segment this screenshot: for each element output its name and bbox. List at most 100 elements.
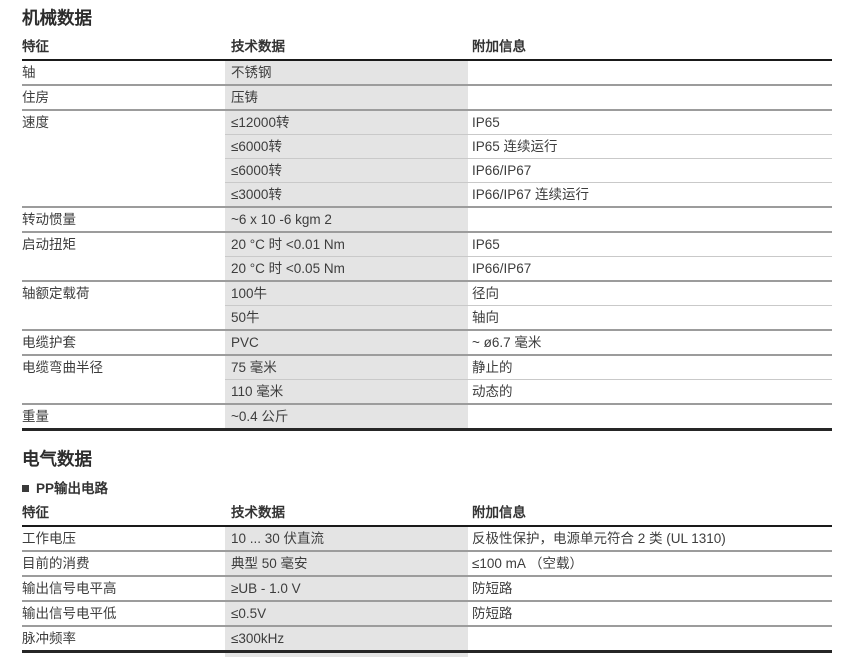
feature-cell: 轴额定载荷 — [22, 286, 90, 301]
subrows: ~0.4 公斤 — [225, 405, 832, 428]
subrows: 压铸 — [225, 86, 832, 109]
tech-cell: 100牛 — [225, 282, 468, 305]
section-title: 机械数据 — [22, 8, 92, 28]
table-row-group: 电缆护套 PVC ~ ø6.7 毫米 — [22, 329, 832, 354]
info-cell: 动态的 — [472, 384, 513, 399]
info-cell — [468, 627, 832, 650]
tech-cell: 110 毫米 — [225, 380, 468, 403]
tech-cell: ~6 x 10 -6 kgm 2 — [225, 208, 468, 231]
tech-cell: ≤6000转 — [225, 159, 468, 182]
table-row: 110 毫米 动态的 — [225, 379, 832, 403]
table-row-group: 目前的消费 典型 50 毫安 ≤100 mA （空载） — [22, 550, 832, 575]
info-cell: 静止的 — [472, 360, 513, 375]
subrows: PVC ~ ø6.7 毫米 — [225, 331, 832, 354]
tech-cell: ≤12000转 — [225, 111, 468, 134]
table-row: 10 ... 30 伏直流 反极性保护，电源单元符合 2 类 (UL 1310) — [225, 527, 832, 550]
table-body: 轴 不锈钢 住房 压铸 速度 ≤12000转 IP65 ≤6000转 IP65 … — [22, 61, 832, 428]
truncated-tech-cell — [225, 653, 468, 657]
column-header-feature: 特征 — [22, 39, 49, 54]
subsection-title: PP输出电路 — [22, 481, 832, 496]
subsection-label: PP输出电路 — [36, 481, 109, 496]
column-header-info: 附加信息 — [472, 39, 526, 54]
feature-cell: 电缆弯曲半径 — [22, 360, 103, 375]
table-row: 50牛 轴向 — [225, 305, 832, 329]
table-row: 100牛 径向 — [225, 282, 832, 305]
table-row-group: 脉冲频率 ≤300kHz — [22, 625, 832, 650]
table-row-group: 轴 不锈钢 — [22, 61, 832, 84]
table-row-group: 电缆弯曲半径 75 毫米 静止的 110 毫米 动态的 — [22, 354, 832, 403]
table-row: ~0.4 公斤 — [225, 405, 832, 428]
tech-cell: ≤300kHz — [225, 627, 468, 650]
info-cell: IP66/IP67 连续运行 — [472, 187, 590, 202]
table-row-group: 重量 ~0.4 公斤 — [22, 403, 832, 428]
column-header-info: 附加信息 — [472, 505, 526, 520]
table-body: 工作电压 10 ... 30 伏直流 反极性保护，电源单元符合 2 类 (UL … — [22, 527, 832, 650]
spec-table: 特征 技术数据 附加信息 工作电压 10 ... 30 伏直流 反极性保护，电源… — [22, 503, 832, 653]
info-cell: 反极性保护，电源单元符合 2 类 (UL 1310) — [472, 531, 726, 546]
feature-cell: 电缆护套 — [22, 335, 76, 350]
tech-cell: ≥UB - 1.0 V — [225, 577, 468, 600]
info-cell: ~ ø6.7 毫米 — [472, 335, 542, 350]
feature-cell: 脉冲频率 — [22, 631, 76, 646]
table-row-group: 转动惯量 ~6 x 10 -6 kgm 2 — [22, 206, 832, 231]
table-row: PVC ~ ø6.7 毫米 — [225, 331, 832, 354]
table-row: 20 °C 时 <0.05 Nm IP66/IP67 — [225, 256, 832, 280]
tech-cell: ≤6000转 — [225, 135, 468, 158]
info-cell — [468, 61, 832, 84]
subrows: 100牛 径向 50牛 轴向 — [225, 282, 832, 329]
tech-cell: ≤3000转 — [225, 183, 468, 206]
table-row: 典型 50 毫安 ≤100 mA （空载） — [225, 552, 832, 575]
tech-cell: 10 ... 30 伏直流 — [225, 527, 468, 550]
table-row: 75 毫米 静止的 — [225, 356, 832, 379]
feature-cell: 住房 — [22, 90, 49, 105]
feature-cell: 目前的消费 — [22, 556, 90, 571]
tech-cell: PVC — [225, 331, 468, 354]
tech-cell: 50牛 — [225, 306, 468, 329]
info-cell: IP66/IP67 — [472, 163, 532, 178]
feature-cell: 重量 — [22, 409, 49, 424]
table-row-group: 住房 压铸 — [22, 84, 832, 109]
subrows: ≤12000转 IP65 ≤6000转 IP65 连续运行 ≤6000转 IP6… — [225, 111, 832, 206]
info-cell: 防短路 — [472, 606, 513, 621]
tech-cell: 20 °C 时 <0.01 Nm — [225, 233, 468, 256]
info-cell: IP65 连续运行 — [472, 139, 558, 154]
table-row: 20 °C 时 <0.01 Nm IP65 — [225, 233, 832, 256]
spec-section: 电气数据 PP输出电路 特征 技术数据 附加信息 工作电压 10 ... 30 … — [22, 449, 832, 657]
info-cell — [468, 405, 832, 428]
table-row-group: 输出信号电平高 ≥UB - 1.0 V 防短路 — [22, 575, 832, 600]
table-row: ≤300kHz — [225, 627, 832, 650]
truncated-next-row — [22, 653, 832, 657]
section-title: 电气数据 — [22, 449, 92, 469]
subrows: 20 °C 时 <0.01 Nm IP65 20 °C 时 <0.05 Nm I… — [225, 233, 832, 280]
tech-cell: 典型 50 毫安 — [225, 552, 468, 575]
spec-table: 特征 技术数据 附加信息 轴 不锈钢 住房 压铸 速度 ≤12000转 IP65… — [22, 37, 832, 431]
truncated-feature-cell — [22, 653, 225, 657]
tech-cell: 不锈钢 — [225, 61, 468, 84]
table-row: ≥UB - 1.0 V 防短路 — [225, 577, 832, 600]
table-row-group: 速度 ≤12000转 IP65 ≤6000转 IP65 连续运行 ≤6000转 … — [22, 109, 832, 206]
table-row: ~6 x 10 -6 kgm 2 — [225, 208, 832, 231]
subrows: ~6 x 10 -6 kgm 2 — [225, 208, 832, 231]
feature-cell: 启动扭矩 — [22, 237, 76, 252]
feature-cell: 输出信号电平低 — [22, 606, 117, 621]
feature-cell: 速度 — [22, 115, 49, 130]
feature-cell: 输出信号电平高 — [22, 581, 117, 596]
table-row: 不锈钢 — [225, 61, 832, 84]
column-header-feature: 特征 — [22, 505, 49, 520]
table-row: ≤3000转 IP66/IP67 连续运行 — [225, 182, 832, 206]
table-row: ≤6000转 IP65 连续运行 — [225, 134, 832, 158]
feature-cell: 轴 — [22, 65, 36, 80]
info-cell — [468, 208, 832, 231]
tech-cell: ~0.4 公斤 — [225, 405, 468, 428]
table-header-row: 特征 技术数据 附加信息 — [22, 503, 832, 527]
info-cell — [468, 86, 832, 109]
square-bullet-icon — [22, 485, 29, 492]
column-header-tech: 技术数据 — [231, 39, 285, 54]
spec-section: 机械数据 特征 技术数据 附加信息 轴 不锈钢 住房 压铸 速度 ≤12000转 — [22, 8, 832, 431]
table-row: ≤0.5V 防短路 — [225, 602, 832, 625]
info-cell: IP66/IP67 — [472, 261, 532, 276]
table-header-row: 特征 技术数据 附加信息 — [22, 37, 832, 61]
feature-cell: 转动惯量 — [22, 212, 76, 227]
table-row: 压铸 — [225, 86, 832, 109]
subrows: ≤0.5V 防短路 — [225, 602, 832, 625]
